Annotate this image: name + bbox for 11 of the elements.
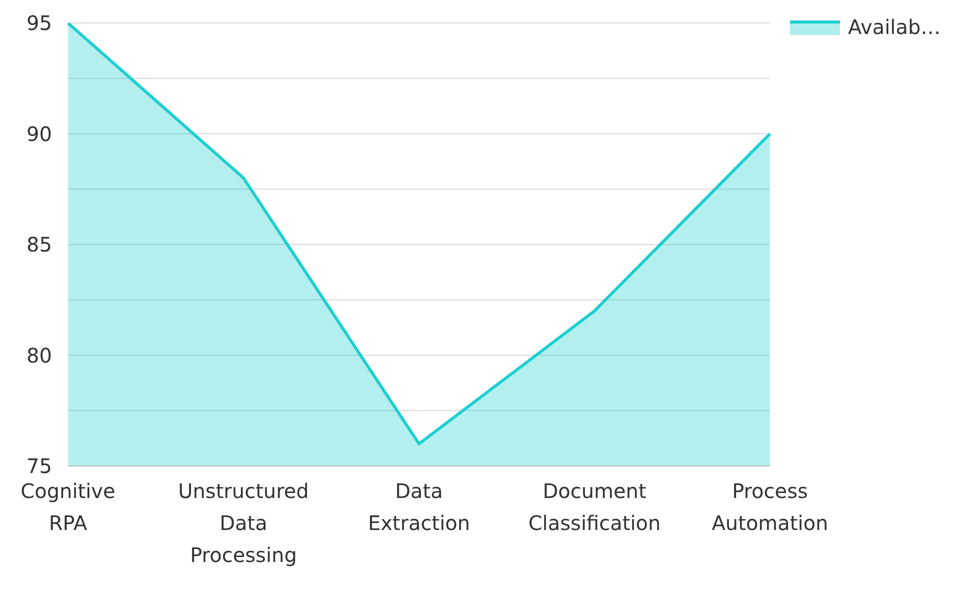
y-tick-label: 90 — [26, 122, 52, 146]
x-tick-label: Unstructured Data Processing — [178, 479, 309, 567]
x-tick-label: Cognitive RPA — [20, 479, 116, 535]
x-tick-label: Data Extraction — [368, 479, 470, 535]
y-tick-label: 80 — [26, 343, 52, 368]
y-tick-label: 95 — [26, 11, 52, 36]
x-tick-label: Document Classification — [528, 479, 661, 535]
legend-label: Availab… — [848, 15, 941, 39]
y-tick-label: 85 — [26, 232, 52, 257]
y-tick-label: 75 — [26, 454, 52, 478]
x-tick-label: Process Automation — [712, 479, 828, 535]
